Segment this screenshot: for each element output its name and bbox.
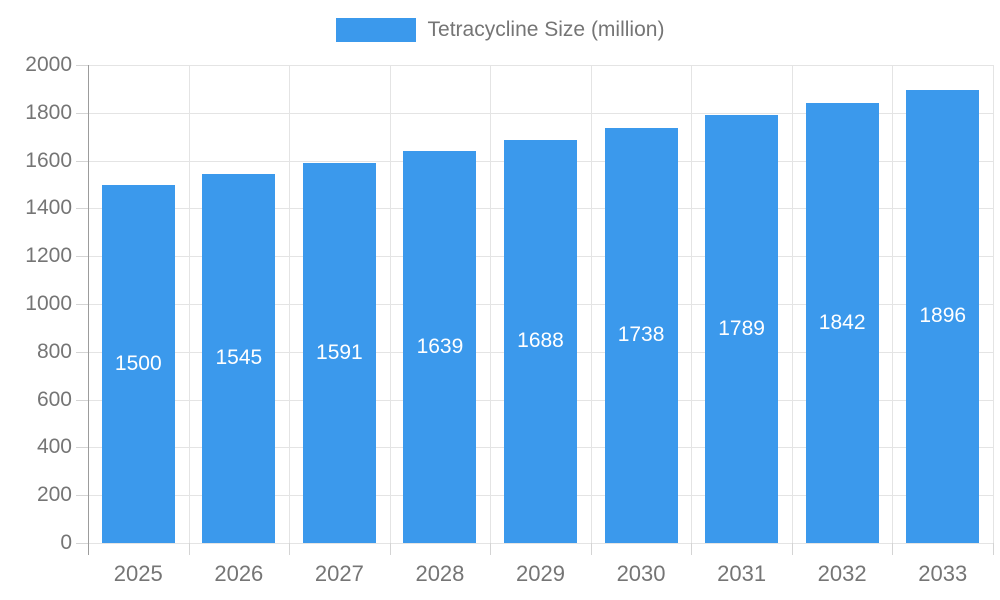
- y-axis-label: 800: [36, 339, 72, 363]
- bar-value-label: 1688: [517, 329, 564, 353]
- x-axis-label: 2033: [918, 561, 968, 586]
- legend-item[interactable]: Tetracycline Size (million): [0, 18, 1000, 42]
- bar-2025[interactable]: [101, 184, 175, 543]
- y-axis-tick: [76, 256, 88, 258]
- y-axis-line: [88, 65, 89, 555]
- y-axis-tick: [76, 351, 88, 353]
- y-axis-tick: [76, 543, 88, 544]
- x-axis-tick: [993, 543, 994, 555]
- y-axis-label: 600: [36, 387, 72, 411]
- x-axis-tick: [490, 543, 492, 555]
- bar-value-label: 1896: [919, 304, 967, 328]
- x-gridline: [289, 65, 291, 543]
- bar-value-label: 1842: [818, 310, 866, 334]
- bar-2028[interactable]: [403, 151, 477, 543]
- bar-2027[interactable]: [302, 162, 376, 543]
- y-axis-label: 0: [60, 531, 72, 554]
- bar-2031[interactable]: [705, 115, 779, 543]
- bar-value-label: 1500: [114, 351, 162, 375]
- legend-label: Tetracycline Size (million): [427, 18, 665, 41]
- x-axis-label: 2029: [516, 561, 565, 586]
- bar-2029[interactable]: [504, 139, 577, 543]
- x-axis-tick: [791, 543, 793, 555]
- bar-value-label: 1545: [215, 346, 263, 370]
- x-axis-label: 2026: [214, 561, 264, 586]
- bar-value-label: 1738: [617, 323, 665, 347]
- bar-value-label: 1789: [718, 317, 765, 341]
- x-gridline: [590, 65, 592, 543]
- bar-value-label: 1639: [416, 335, 464, 359]
- x-axis-tick: [188, 543, 190, 555]
- bar-2026[interactable]: [202, 173, 276, 543]
- y-gridline: [88, 112, 993, 114]
- x-gridline: [691, 65, 693, 543]
- y-axis-label: 1400: [25, 196, 72, 220]
- x-axis-label: 2027: [314, 561, 364, 586]
- legend-swatch: [335, 18, 416, 42]
- bar-2030[interactable]: [604, 127, 678, 543]
- y-axis-tick: [76, 160, 88, 162]
- y-gridline: [88, 65, 993, 66]
- y-axis-tick: [76, 208, 88, 210]
- x-gridline: [993, 65, 994, 543]
- x-gridline: [490, 65, 492, 543]
- bar-value-label: 1591: [316, 340, 363, 364]
- x-axis-label: 2031: [717, 561, 767, 586]
- bar-2033[interactable]: [906, 89, 980, 543]
- y-axis-label: 1800: [25, 100, 72, 124]
- x-axis-label: 2025: [113, 561, 163, 586]
- x-axis-tick: [389, 543, 391, 555]
- y-axis-tick: [76, 495, 88, 497]
- y-gridline: [88, 543, 993, 544]
- y-axis-tick: [76, 447, 88, 449]
- y-axis-label: 1000: [25, 292, 72, 315]
- y-axis-label: 2000: [25, 53, 72, 76]
- x-axis-label: 2028: [415, 561, 465, 586]
- x-gridline: [389, 65, 391, 543]
- x-axis-label: 2032: [817, 561, 867, 586]
- x-gridline: [892, 65, 894, 543]
- x-axis-tick: [691, 543, 693, 555]
- y-axis-label: 200: [36, 483, 72, 507]
- y-axis-tick: [76, 399, 88, 401]
- y-axis-tick: [76, 112, 88, 114]
- x-gridline: [188, 65, 190, 543]
- x-axis-tick: [289, 543, 291, 555]
- y-axis-label: 400: [36, 435, 72, 459]
- bar-2032[interactable]: [805, 102, 879, 543]
- y-axis-tick: [76, 304, 88, 305]
- x-axis-label: 2030: [616, 561, 666, 586]
- y-axis-label: 1200: [25, 244, 72, 268]
- x-gridline: [791, 65, 793, 543]
- y-axis-label: 1600: [25, 148, 72, 172]
- y-axis-tick: [76, 65, 88, 66]
- x-axis-tick: [590, 543, 592, 555]
- x-axis-tick: [892, 543, 894, 555]
